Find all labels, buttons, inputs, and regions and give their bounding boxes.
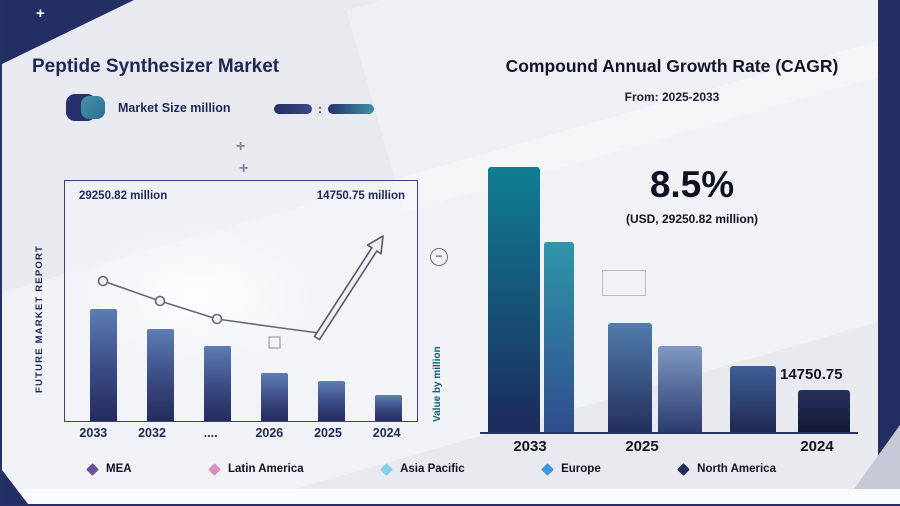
max-value-label: 29250.82 million: [79, 190, 168, 202]
cagr-bar-2024-series-b: [798, 390, 850, 432]
legend-item-north-america: North America: [677, 462, 776, 476]
x-label: 2032: [138, 426, 166, 440]
legend-diamond-icon: [677, 462, 691, 476]
plus-icon-2: +: [239, 160, 249, 177]
market-size-bars: [65, 181, 417, 421]
plus-icon: +: [236, 138, 246, 155]
x-label: ....: [203, 426, 218, 440]
market-size-legend: Market Size million: [66, 94, 231, 121]
right-edge-band: [878, 0, 900, 458]
market-bar-2032: [147, 329, 174, 421]
market-bar-2025: [318, 381, 345, 421]
x-label: 2025: [625, 438, 659, 455]
market-bar-2024: [375, 395, 402, 421]
cagr-detail: (USD, 29250.82 million): [625, 212, 759, 226]
legend-item-mea: MEA: [86, 462, 132, 476]
legend-diamond-icon: [541, 462, 554, 476]
icon-shape-teal: [81, 96, 105, 119]
cagr-bar-value-label: 14750.75: [780, 366, 843, 383]
pill-separator: :: [318, 102, 322, 116]
market-size-x-axis: 2033 2032.... 2026 2025 2024: [64, 426, 416, 440]
market-bar-....: [204, 346, 231, 421]
cagr-bar-2024-series-a: [730, 366, 776, 432]
market-size-icon: [66, 94, 108, 121]
x-label: 2026: [255, 426, 284, 440]
report-side-label: FUTURE MARKET REPORT: [34, 244, 45, 394]
x-label: 2033: [79, 426, 108, 440]
top-left-corner-shape: [2, 0, 134, 64]
legend-diamond-icon: [380, 462, 393, 476]
x-label: 2033: [513, 438, 547, 455]
cagr-bars: [480, 158, 858, 432]
market-size-chart: 29250.82 million 14750.75 million: [64, 180, 418, 422]
market-bar-2033: [90, 309, 117, 421]
legend-diamond-icon: [208, 462, 221, 476]
cagr-bar-2025-series-a: [608, 323, 652, 432]
legend-item-asia-pacific: Asia Pacific: [380, 462, 465, 476]
cagr-bar-2025-series-b: [658, 346, 702, 432]
legend-label: MEA: [106, 463, 132, 475]
corner-plus-icon: +: [36, 5, 45, 22]
cagr-bar-2033-series-b: [544, 242, 574, 432]
cagr-bar-2033-series-a: [488, 167, 540, 432]
cagr-value: 8.5%: [649, 164, 735, 205]
x-label: 2024: [372, 426, 401, 440]
decorative-pills: :: [274, 102, 374, 116]
value-axis-label: Value by million: [432, 346, 443, 422]
x-label: 2024: [800, 438, 834, 455]
decorative-rect: [602, 270, 646, 296]
legend-label: Latin America: [228, 463, 304, 475]
legend-item-latin-america: Latin America: [208, 462, 304, 476]
legend-label: North America: [697, 463, 776, 475]
cagr-x-axis: 2033 2025 2024: [480, 438, 858, 460]
legend-label: Europe: [561, 463, 601, 475]
cagr-subtitle: From: 2025-2033: [624, 90, 720, 104]
market-bar-2026: [261, 373, 288, 421]
left-chart-title: Peptide Synthesizer Market: [32, 56, 280, 77]
region-legend: MEA Latin America Asia Pacific Europe North …: [86, 462, 776, 476]
x-label: 2025: [314, 426, 342, 440]
legend-diamond-icon: [86, 462, 99, 476]
market-size-legend-label: Market Size million: [118, 100, 231, 115]
minus-circle-icon: −: [430, 248, 448, 266]
pill-teal: [328, 104, 374, 114]
end-value-label: 14750.75 million: [316, 190, 405, 202]
cagr-chart: 14750.75: [480, 158, 858, 434]
pill-navy: [274, 104, 312, 114]
legend-label: Asia Pacific: [400, 463, 465, 475]
legend-item-europe: Europe: [541, 462, 601, 476]
cagr-title: Compound Annual Growth Rate (CAGR): [505, 56, 839, 76]
bottom-strip: [2, 489, 900, 504]
